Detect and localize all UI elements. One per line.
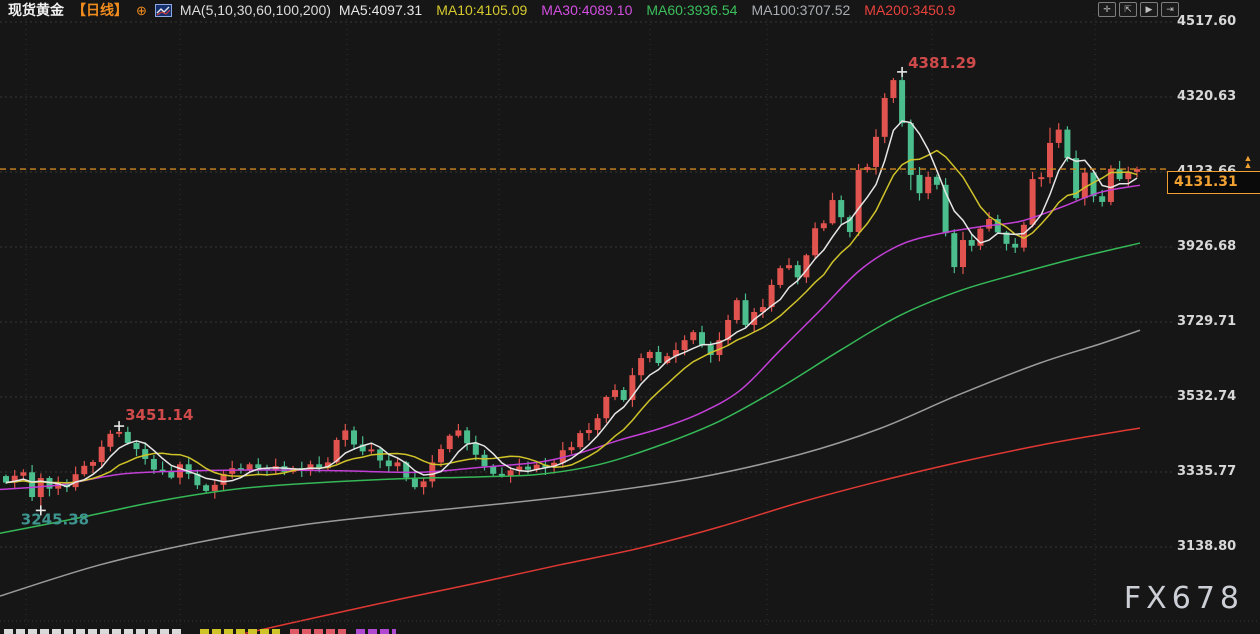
annotation-3245.38: 3245.38 (21, 510, 89, 528)
y-axis-label: 3926.68 (1177, 239, 1237, 254)
ma-value-MA5: MA5:4097.31 (338, 2, 423, 18)
fit-chart-icon[interactable]: ⇱ (1119, 2, 1137, 17)
ma-lines (0, 120, 1141, 634)
ma-settings-label: MA(5,10,30,60,100,200) (179, 2, 331, 18)
pan-tool-icon[interactable]: ✛ (1098, 2, 1116, 17)
goto-latest-icon[interactable]: ⇥ (1161, 2, 1179, 17)
ma-line-MA60 (0, 242, 1141, 534)
ma-line-MA5 (5, 120, 1138, 488)
price-annotations: 4381.29 3451.14 3245.38 (21, 54, 977, 529)
ma-line-MA10 (5, 149, 1138, 484)
ma-value-MA100: MA100:3707.52 (751, 2, 851, 18)
y-axis-label: 3729.71 (1177, 314, 1237, 329)
y-axis-label: 4517.60 (1177, 14, 1237, 29)
extreme-markers (35, 66, 908, 516)
ma-value-MA30: MA30:4089.10 (541, 2, 633, 18)
playback-icon[interactable]: ▶ (1140, 2, 1158, 17)
ma-line-MA30 (0, 184, 1141, 491)
ma-line-MA100 (0, 329, 1141, 597)
candlestick-series (3, 73, 1140, 507)
ma-value-MA60: MA60:3936.54 (646, 2, 738, 18)
current-price-tag: 4131.31 (1167, 171, 1260, 195)
chart-toolbar: ✛ ⇱ ▶ ⇥ (1098, 2, 1179, 17)
chart-thumbnail-icon[interactable] (154, 3, 172, 17)
y-axis-label: 3532.74 (1177, 389, 1237, 404)
add-indicator-icon[interactable]: ⊕ (136, 2, 147, 18)
y-axis-label: 3138.80 (1177, 539, 1237, 554)
ma-legend: MA5:4097.31 MA10:4105.09 MA30:4089.10 MA60:… (339, 2, 969, 18)
price-alert-icon[interactable]: ▲ ▲ (1243, 153, 1253, 171)
ma-value-MA10: MA10:4105.09 (436, 2, 528, 18)
watermark: FX678 (1123, 581, 1244, 616)
ma-line-MA200 (244, 427, 1141, 634)
symbol-name: 现货黄金 (8, 2, 64, 18)
annotation-4381.29: 4381.29 (908, 54, 976, 72)
grid-lines (0, 14, 1172, 627)
annotation-3451.14: 3451.14 (125, 406, 193, 424)
y-axis-label: 3335.77 (1177, 464, 1237, 479)
chart-header: 现货黄金 【日线】 ⊕ MA(5,10,30,60,100,200) MA5:4… (0, 0, 1108, 20)
ma-value-MA200: MA200:3450.9 (864, 2, 956, 18)
period-selector[interactable]: 【日线】 (72, 2, 128, 18)
y-axis-label: 4320.63 (1177, 89, 1237, 104)
